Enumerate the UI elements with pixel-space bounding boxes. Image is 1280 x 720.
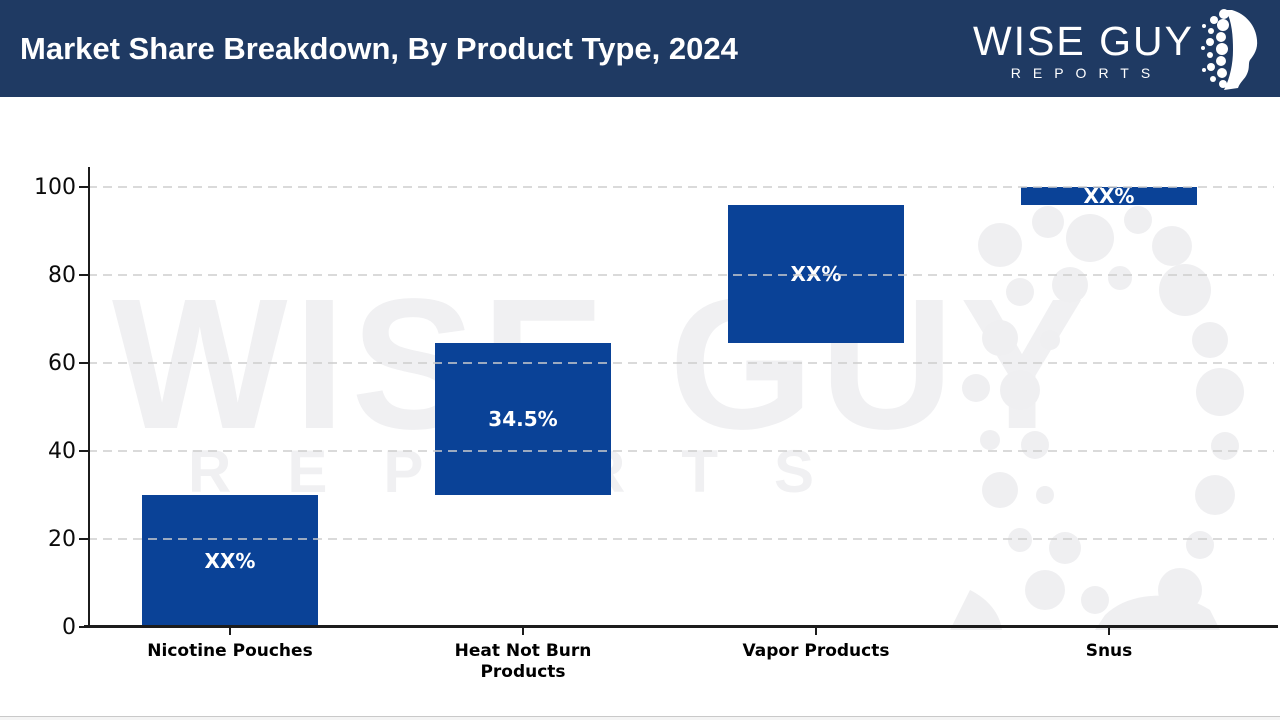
x-category-label: Vapor Products: [742, 641, 890, 661]
y-tick: [79, 626, 88, 628]
gridline-20: [88, 538, 1274, 540]
y-tick-label: 100: [34, 175, 76, 200]
x-tick: [522, 627, 524, 635]
gridline-100: [88, 186, 1274, 188]
y-tick: [79, 538, 88, 540]
x-category-label: Snus: [1085, 641, 1133, 661]
bar-value-label: XX%: [204, 549, 256, 573]
y-tick: [79, 450, 88, 452]
footer-divider: [0, 716, 1280, 717]
y-axis-line: [88, 167, 90, 627]
logo-text: WISE GUY REPORTS: [972, 18, 1194, 81]
x-tick: [229, 627, 231, 635]
bar-segment: XX%: [1021, 184, 1197, 208]
x-tick: [1108, 627, 1110, 635]
bar-segment: XX%: [728, 204, 904, 344]
y-tick-label: 0: [62, 615, 76, 640]
bar-segment: XX%: [142, 495, 318, 627]
y-tick: [79, 362, 88, 364]
x-category-label: Heat Not Burn Products: [454, 641, 592, 683]
y-tick-label: 40: [48, 439, 76, 464]
y-tick: [79, 274, 88, 276]
y-tick-label: 20: [48, 527, 76, 552]
x-tick: [815, 627, 817, 635]
y-tick-label: 80: [48, 263, 76, 288]
bar-segment: 34.5%: [435, 343, 611, 495]
plot-area: 0 20 40 60 80 100 XX% 34.5% XX% XX% Nicotine Pouch…: [34, 167, 1278, 682]
gridline-40: [88, 450, 1274, 452]
wise-guy-logo: WISE GUY REPORTS: [973, 8, 1266, 92]
logo-face-icon: [1201, 9, 1258, 90]
footer-strip: [0, 717, 1280, 720]
bar-value-label: 34.5%: [488, 407, 558, 432]
page-title: Market Share Breakdown, By Product Type,…: [20, 30, 738, 66]
logo-wordmark: WISE GUY: [972, 18, 1194, 65]
header-bar: Market Share Breakdown, By Product Type,…: [0, 0, 1280, 97]
x-category-label: Nicotine Pouches: [147, 641, 313, 661]
x-axis-line: [84, 625, 1278, 628]
watermark-face-icon: [950, 206, 1244, 630]
bar-value-label: XX%: [790, 261, 842, 286]
gridline-60: [88, 362, 1274, 364]
y-tick: [79, 186, 88, 188]
y-tick-label: 60: [48, 351, 76, 376]
logo-subtitle: REPORTS: [1010, 64, 1163, 81]
gridline-80: [88, 274, 1274, 276]
